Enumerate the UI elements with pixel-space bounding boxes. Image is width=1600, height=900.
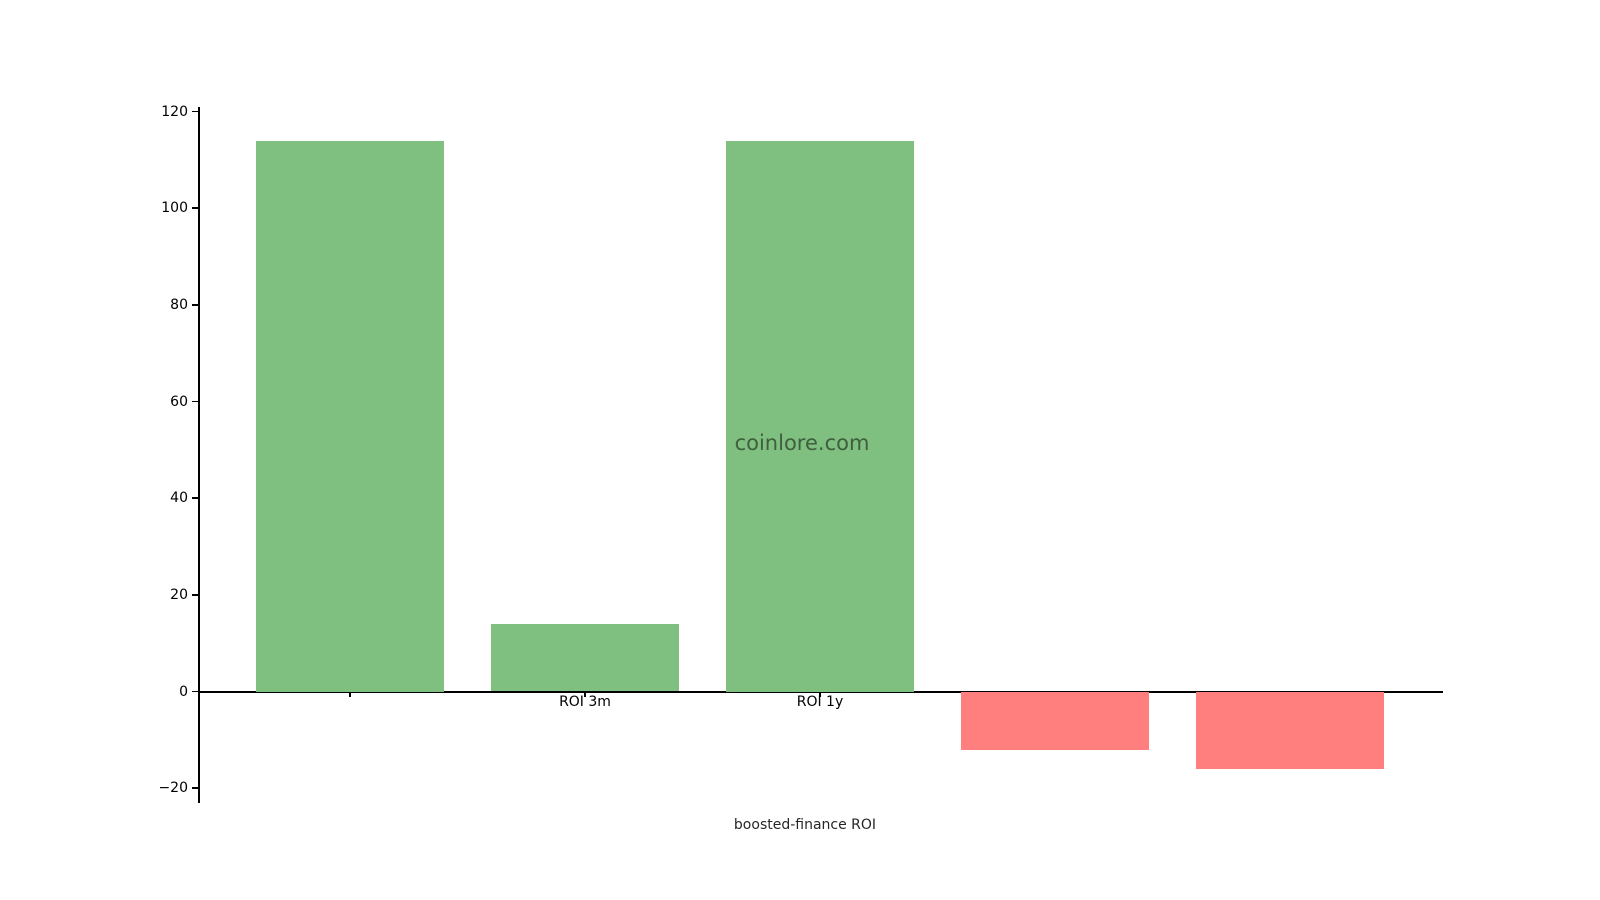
chart-title: boosted-finance ROI	[733, 817, 877, 833]
y-tick-label: 100	[161, 200, 188, 217]
watermark: coinlore.com	[734, 431, 870, 455]
y-tick-mark	[192, 304, 198, 306]
y-tick-mark	[192, 110, 198, 113]
bar-unlabeled-0	[256, 140, 444, 692]
y-axis-spine	[198, 107, 200, 803]
y-tick-label: 0	[179, 683, 188, 700]
y-tick-label: 80	[170, 296, 188, 313]
y-tick-mark	[192, 787, 198, 789]
x-tick-mark	[819, 692, 821, 697]
y-tick-label: 120	[161, 103, 188, 120]
x-tick-mark	[349, 692, 351, 697]
y-tick-label: 60	[170, 393, 188, 410]
x-tick-label: ROI 3m	[559, 694, 611, 710]
y-tick-mark	[192, 594, 198, 596]
y-tick-mark	[192, 497, 198, 499]
bar-roi-1y	[726, 140, 914, 692]
bar-unlabeled-3	[961, 691, 1149, 750]
y-tick-mark	[192, 400, 198, 403]
y-tick-mark	[192, 207, 198, 209]
bar-unlabeled-4	[1196, 691, 1384, 769]
y-tick-label: 20	[170, 586, 188, 603]
y-tick-label: 40	[170, 490, 188, 507]
x-tick-label: ROI 1y	[796, 694, 844, 710]
x-axis-line	[198, 691, 1443, 693]
y-tick-mark	[192, 690, 198, 693]
y-tick-label: −20	[158, 780, 188, 797]
bar-roi-3m	[491, 623, 679, 692]
x-tick-mark	[584, 692, 586, 697]
